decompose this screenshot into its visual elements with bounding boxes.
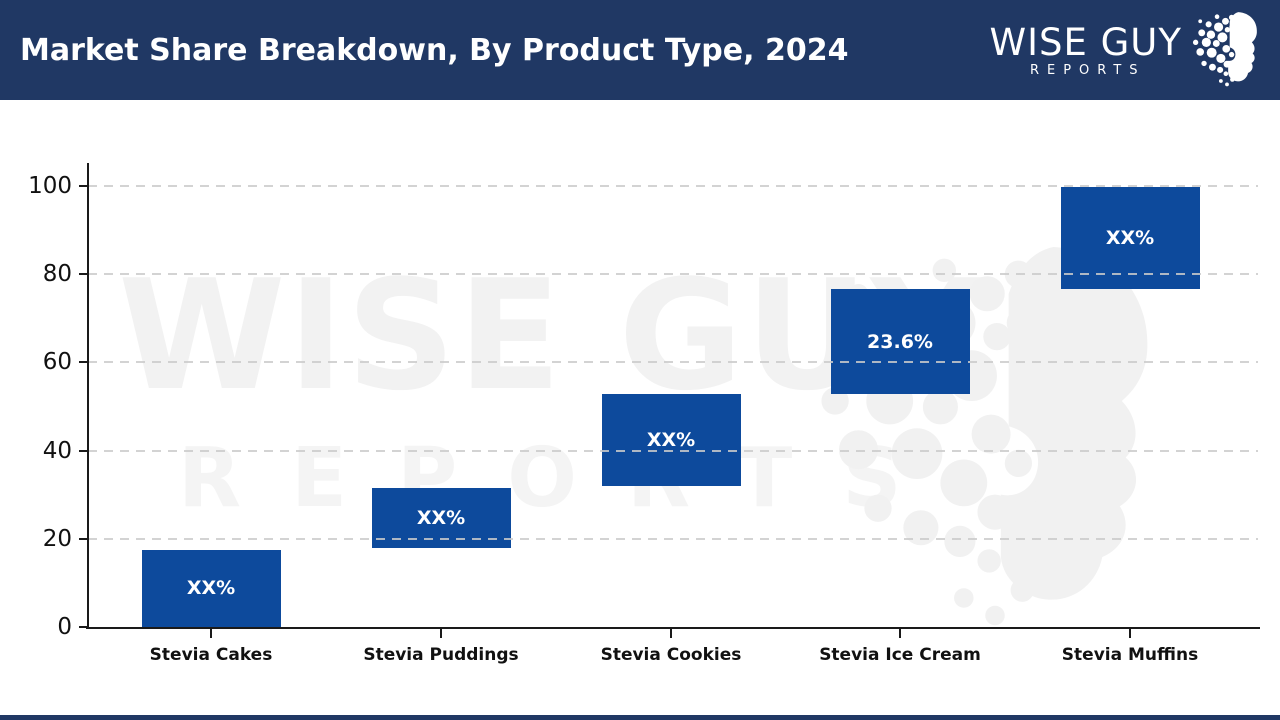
x-tick (210, 629, 212, 638)
y-tick-label: 20 (42, 525, 72, 552)
bar-value-label: XX% (416, 506, 466, 529)
logo-text: WISE GUY REPORTS (990, 24, 1182, 77)
y-tick (79, 273, 88, 275)
y-tick-label: 0 (57, 614, 72, 640)
y-tick-label: 80 (42, 261, 72, 287)
y-tick-label: 60 (42, 349, 72, 376)
y-tick-label: 100 (28, 172, 72, 199)
y-tick-label: 40 (42, 437, 72, 464)
bar (141, 549, 281, 627)
bar (601, 393, 741, 487)
x-tick (670, 629, 672, 638)
logo-wordmark: WISE GUY (989, 20, 1182, 64)
gridline (88, 273, 1258, 275)
bar (830, 289, 970, 394)
bar (1060, 187, 1200, 289)
gridline (88, 449, 1258, 452)
logo-subtitle: REPORTS (1029, 62, 1146, 78)
gridline (88, 537, 1258, 540)
x-axis-category-label: Stevia Ice Cream (819, 645, 981, 665)
y-tick (79, 449, 88, 452)
x-tick (440, 629, 442, 638)
bar-value-label: XX% (646, 428, 696, 451)
x-axis-category-label: Stevia Cookies (600, 645, 742, 665)
y-tick (79, 184, 88, 187)
gridline (88, 361, 1258, 364)
y-tick (79, 537, 88, 540)
x-tick (899, 629, 901, 638)
x-tick (1129, 629, 1131, 638)
y-tick (79, 626, 88, 628)
x-axis-category-label: Stevia Cakes (149, 645, 273, 665)
bar-value-label: XX% (1105, 227, 1155, 250)
page-title: Market Share Breakdown, By Product Type,… (20, 32, 849, 68)
x-axis-line (86, 627, 1260, 629)
x-axis-category-label: Stevia Puddings (363, 645, 519, 665)
bar-value-label: 23.6% (867, 330, 933, 353)
bar-value-label: XX% (186, 577, 236, 600)
y-axis-line (87, 163, 89, 629)
dotted-head-icon (1192, 12, 1257, 87)
x-axis-category-label: Stevia Muffins (1061, 645, 1199, 665)
chart-area: WISE GUY REPORTS XX% XX% XX% 23.6% XX% 0 20 40 6… (0, 100, 1280, 716)
wise-guy-reports-logo: WISE GUY REPORTS (990, 6, 1266, 94)
footer-bar (0, 715, 1280, 720)
header-bar: Market Share Breakdown, By Product Type,… (0, 0, 1280, 100)
gridline (88, 184, 1258, 187)
y-tick (79, 361, 88, 364)
